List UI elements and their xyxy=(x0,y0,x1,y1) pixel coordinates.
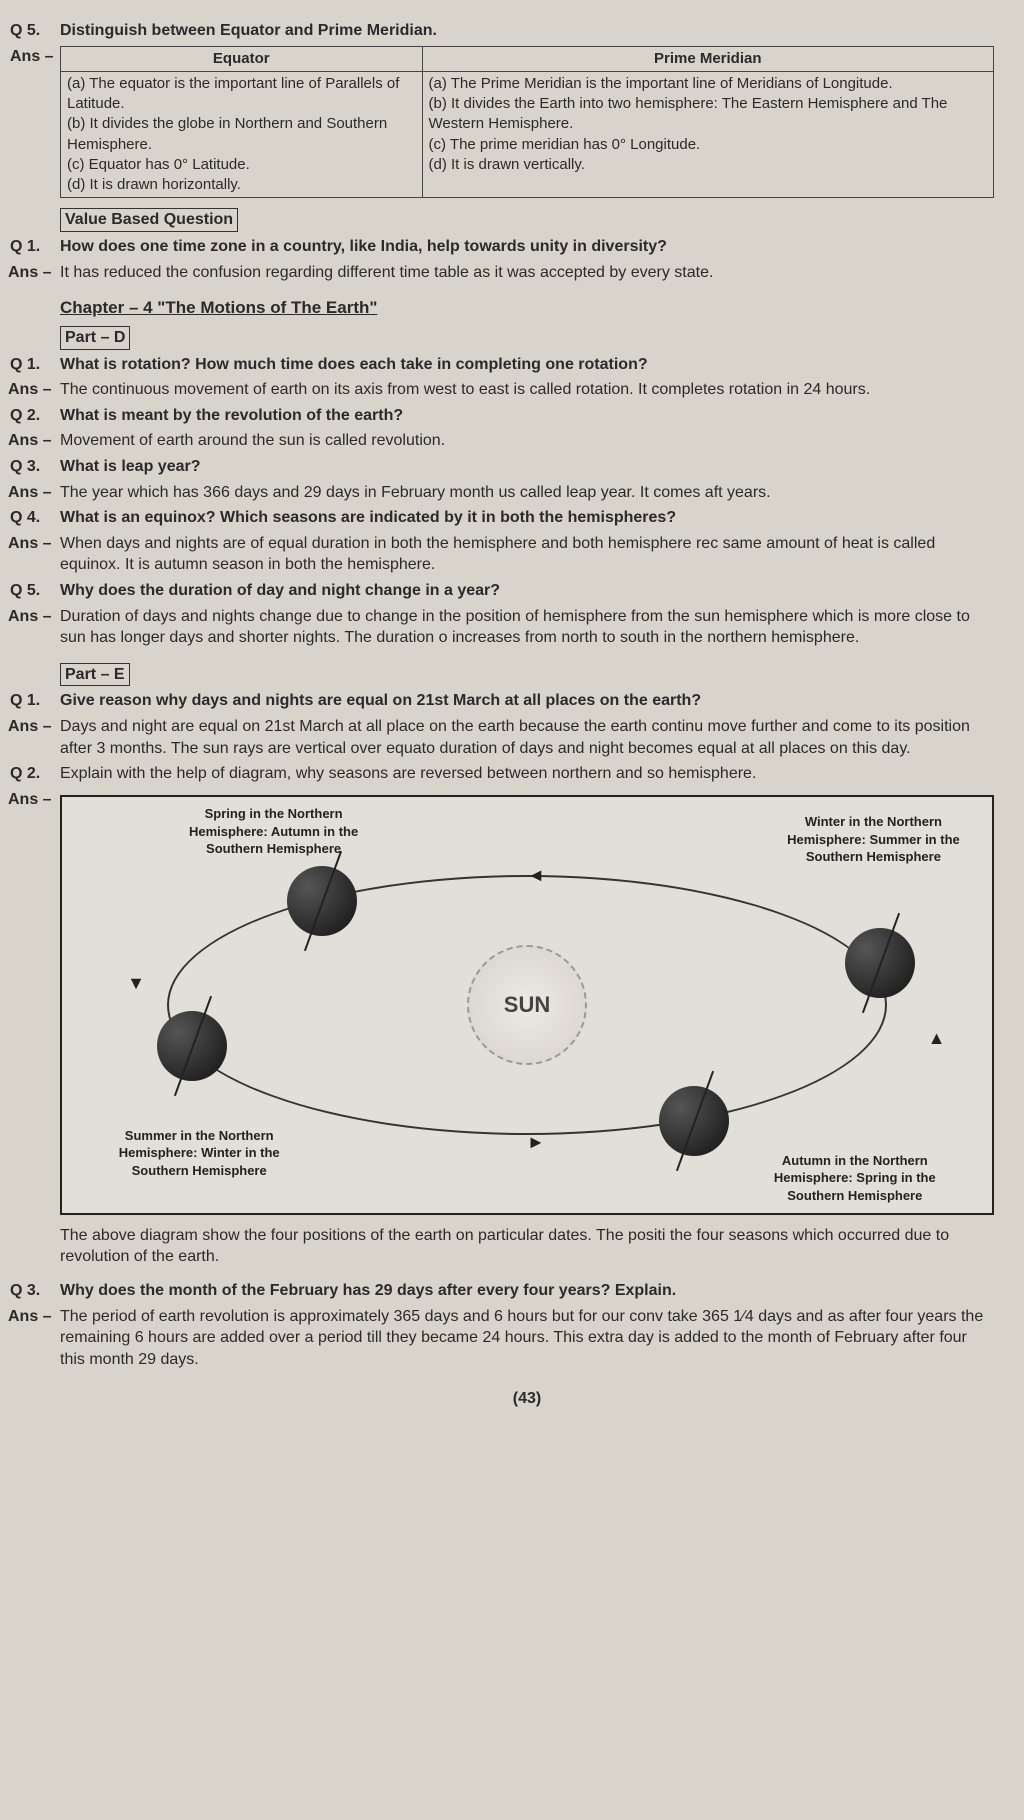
e-q1-num: Q 1. xyxy=(10,690,40,712)
d-q5-row: Q 5. Why does the duration of day and ni… xyxy=(60,580,994,602)
d-q1-row: Q 1. What is rotation? How much time doe… xyxy=(60,354,994,376)
q3b-a: The period of earth revolution is approx… xyxy=(60,1308,983,1368)
th-equator: Equator xyxy=(61,46,423,71)
label-top-right: Winter in the Northern Hemisphere: Summe… xyxy=(773,813,973,866)
d-q2-row: Q 2. What is meant by the revolution of … xyxy=(60,405,994,427)
d-a1: The continuous movement of earth on its … xyxy=(60,381,870,398)
ans-label: Ans – xyxy=(8,482,52,504)
d-q4-num: Q 4. xyxy=(10,507,40,529)
d-q2-num: Q 2. xyxy=(10,405,40,427)
q3b-ans-row: Ans – The period of earth revolution is … xyxy=(60,1306,994,1371)
d-a4: When days and nights are of equal durati… xyxy=(60,535,935,574)
page-number: (43) xyxy=(60,1388,994,1410)
vb-q1: How does one time zone in a country, lik… xyxy=(60,238,667,255)
arrow-icon: ▼ xyxy=(127,971,145,995)
d-q5: Why does the duration of day and night c… xyxy=(60,582,500,599)
ans-label: Ans – xyxy=(8,606,52,628)
d-q3-row: Q 3. What is leap year? xyxy=(60,456,994,478)
d-a5-row: Ans – Duration of days and nights change… xyxy=(60,606,994,649)
d-a1-row: Ans – The continuous movement of earth o… xyxy=(60,379,994,401)
ans-label: Ans – xyxy=(8,533,52,555)
eq-b: (b) It divides the globe in Northern and… xyxy=(67,114,416,155)
seasons-diagram: SUN Spring in the Northern Hemisphere: A… xyxy=(60,795,994,1215)
d-a2-row: Ans – Movement of earth around the sun i… xyxy=(60,430,994,452)
vb-q1-row: Q 1. How does one time zone in a country… xyxy=(60,236,994,258)
chapter-heading: Chapter – 4 "The Motions of The Earth" xyxy=(60,297,994,320)
d-q5-num: Q 5. xyxy=(10,580,40,602)
e-q1-row: Q 1. Give reason why days and nights are… xyxy=(60,690,994,712)
q5-number: Q 5. xyxy=(10,20,40,42)
cell: (a) The Prime Meridian is the important … xyxy=(422,71,993,198)
d-q1-num: Q 1. xyxy=(10,354,40,376)
d-a4-row: Ans – When days and nights are of equal … xyxy=(60,533,994,576)
ans-label: Ans – xyxy=(8,716,52,738)
part-d-heading: Part – D xyxy=(60,326,130,350)
e-a1: Days and night are equal on 21st March a… xyxy=(60,718,970,757)
pm-c: (c) The prime meridian has 0° Longitude. xyxy=(429,135,987,155)
arrow-icon: ► xyxy=(527,1130,545,1154)
d-a5: Duration of days and nights change due t… xyxy=(60,608,970,647)
vb-ans-label: Ans – xyxy=(8,262,52,284)
ans-label: Ans – xyxy=(8,379,52,401)
diagram-caption: The above diagram show the four position… xyxy=(60,1225,994,1268)
question-5-row: Q 5. Distinguish between Equator and Pri… xyxy=(60,20,994,42)
e-a1-row: Ans – Days and night are equal on 21st M… xyxy=(60,716,994,759)
d-a3: The year which has 366 days and 29 days … xyxy=(60,484,771,501)
earth-spring xyxy=(287,866,357,936)
pm-a: (a) The Prime Meridian is the important … xyxy=(429,74,987,94)
d-q2: What is meant by the revolution of the e… xyxy=(60,407,403,424)
label-bottom-right: Autumn in the Northern Hemisphere: Sprin… xyxy=(755,1152,955,1205)
value-based-heading: Value Based Question xyxy=(60,208,238,232)
q3b-num: Q 3. xyxy=(10,1280,40,1302)
arrow-icon: ◄ xyxy=(527,863,545,887)
earth-summer xyxy=(157,1011,227,1081)
cell: (a) The equator is the important line of… xyxy=(61,71,423,198)
d-q1: What is rotation? How much time does eac… xyxy=(60,356,648,373)
e-q2-row: Q 2. Explain with the help of diagram, w… xyxy=(60,763,994,785)
arrow-icon: ▲ xyxy=(928,1026,946,1050)
pm-b: (b) It divides the Earth into two hemisp… xyxy=(429,94,987,135)
d-q4: What is an equinox? Which seasons are in… xyxy=(60,509,676,526)
part-e-heading: Part – E xyxy=(60,663,130,687)
vb-q1-num: Q 1. xyxy=(10,236,40,258)
eq-a: (a) The equator is the important line of… xyxy=(67,74,416,115)
ans-label: Ans – xyxy=(8,430,52,452)
ans-label: Ans – xyxy=(10,46,54,68)
pm-d: (d) It is drawn vertically. xyxy=(429,155,987,175)
compare-table: Equator Prime Meridian (a) The equator i… xyxy=(60,46,994,199)
q3b-ans-label: Ans – xyxy=(8,1306,52,1328)
e-q2: Explain with the help of diagram, why se… xyxy=(60,765,756,782)
sun-icon: SUN xyxy=(467,945,587,1065)
e-ans-label: Ans – xyxy=(8,789,52,811)
d-q4-row: Q 4. What is an equinox? Which seasons a… xyxy=(60,507,994,529)
eq-c: (c) Equator has 0° Latitude. xyxy=(67,155,416,175)
q5-title: Distinguish between Equator and Prime Me… xyxy=(60,22,437,39)
earth-autumn xyxy=(659,1086,729,1156)
q3b-q: Why does the month of the February has 2… xyxy=(60,1282,676,1299)
e-q1: Give reason why days and nights are equa… xyxy=(60,692,701,709)
d-a2: Movement of earth around the sun is call… xyxy=(60,432,445,449)
label-top-left: Spring in the Northern Hemisphere: Autum… xyxy=(174,805,374,858)
q3b-row: Q 3. Why does the month of the February … xyxy=(60,1280,994,1302)
d-q3-num: Q 3. xyxy=(10,456,40,478)
vb-a1-row: Ans – It has reduced the confusion regar… xyxy=(60,262,994,284)
label-bottom-left: Summer in the Northern Hemisphere: Winte… xyxy=(99,1127,299,1180)
e-q2-num: Q 2. xyxy=(10,763,40,785)
d-q3: What is leap year? xyxy=(60,458,201,475)
eq-d: (d) It is drawn horizontally. xyxy=(67,175,416,195)
th-prime: Prime Meridian xyxy=(422,46,993,71)
d-a3-row: Ans – The year which has 366 days and 29… xyxy=(60,482,994,504)
earth-winter xyxy=(845,928,915,998)
vb-a1: It has reduced the confusion regarding d… xyxy=(60,264,713,281)
